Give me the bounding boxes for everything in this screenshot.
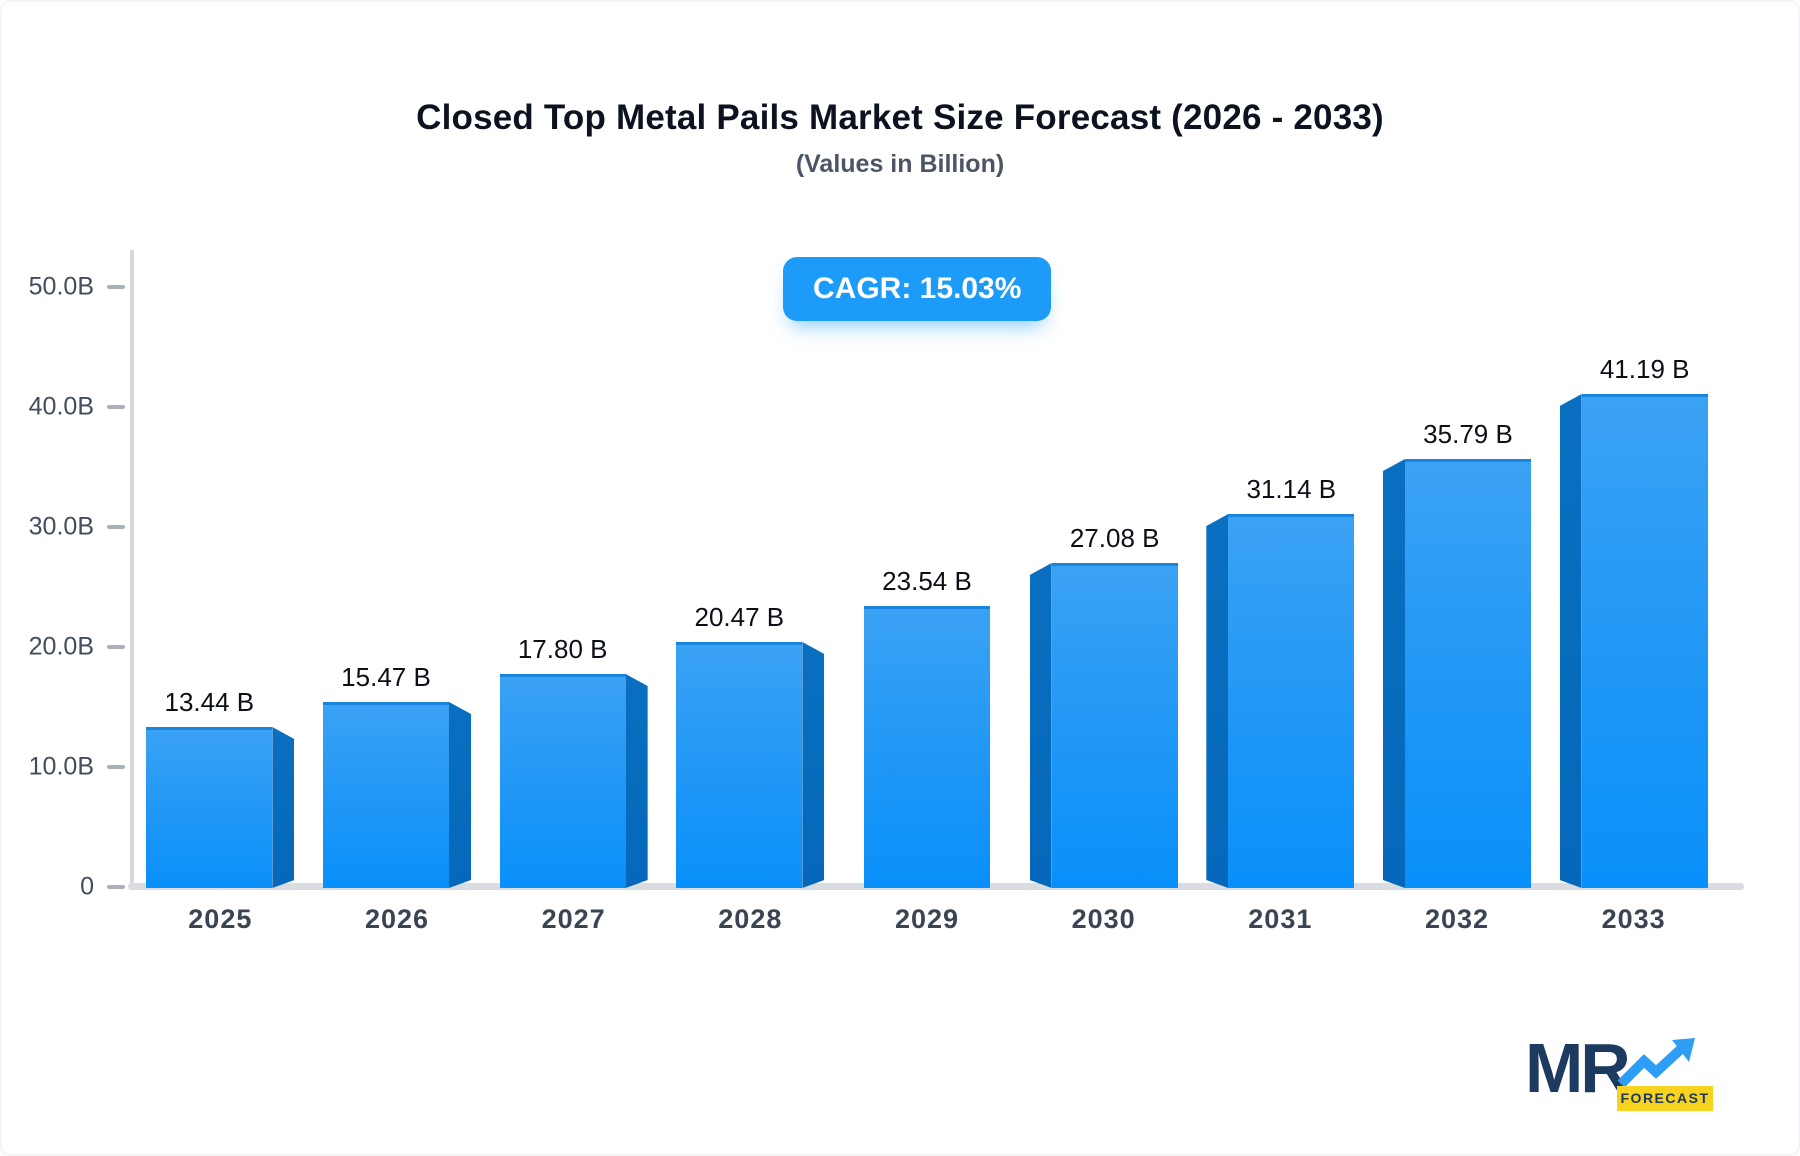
bar-2031 xyxy=(1228,514,1355,888)
mr-forecast-logo: MR FORECAST xyxy=(1525,1032,1713,1111)
bar-value-label: 23.54 B xyxy=(882,566,972,596)
x-axis-label-2029: 2029 xyxy=(894,904,960,934)
bar-2027 xyxy=(499,674,626,888)
bar-2025 xyxy=(146,727,273,888)
y-tick-mark xyxy=(107,285,125,289)
bar-2029 xyxy=(864,606,990,888)
y-tick-label: 10.0B xyxy=(28,752,94,781)
bar-side-2031 xyxy=(1206,514,1228,888)
bar-value-label: 35.79 B xyxy=(1423,419,1513,449)
bar-value-label: 27.08 B xyxy=(1069,523,1160,553)
x-axis-label-2030: 2030 xyxy=(1071,904,1136,934)
x-axis-label-2026: 2026 xyxy=(364,904,430,934)
bar-2030 xyxy=(1051,563,1178,888)
x-axis-label-2025: 2025 xyxy=(188,904,253,934)
y-tick-label: 20.0B xyxy=(28,632,94,661)
bar-side-2030 xyxy=(1030,563,1052,888)
y-tick-label: 50.0B xyxy=(28,272,94,301)
y-tick-mark xyxy=(107,645,125,649)
chart-subtitle: (Values in Billion) xyxy=(795,150,1005,178)
y-tick-mark xyxy=(107,405,125,409)
y-tick-mark xyxy=(107,765,125,769)
x-axis-label-2031: 2031 xyxy=(1248,904,1313,934)
bar-value-label: 41.19 B xyxy=(1599,354,1690,384)
bar-2033 xyxy=(1581,394,1708,888)
logo-forecast-text: FORECAST xyxy=(1617,1086,1713,1111)
bar-value-label: 20.47 B xyxy=(694,602,785,632)
chart-title: Closed Top Metal Pails Market Size Forec… xyxy=(416,98,1384,137)
bar-side-2025 xyxy=(272,727,294,888)
x-axis-label-2028: 2028 xyxy=(718,904,783,934)
y-tick-mark xyxy=(107,525,125,529)
y-tick-mark xyxy=(107,885,125,889)
logo-trend-arrow-icon xyxy=(1617,1038,1695,1088)
y-tick-label: 30.0B xyxy=(28,512,94,541)
bar-value-label: 15.47 B xyxy=(341,662,431,692)
bar-side-2028 xyxy=(802,642,824,888)
x-axis-label-2032: 2032 xyxy=(1424,904,1490,934)
bar-side-2032 xyxy=(1383,459,1405,888)
x-axis-label-2033: 2033 xyxy=(1601,904,1666,934)
y-tick-label: 40.0B xyxy=(28,392,94,421)
cagr-badge: CAGR: 15.03% xyxy=(783,257,1052,321)
logo-mr-text: MR xyxy=(1525,1029,1631,1107)
x-axis-label-2027: 2027 xyxy=(541,904,606,934)
bar-value-label: 31.14 B xyxy=(1246,474,1337,504)
bar-2028 xyxy=(676,642,803,888)
bar-side-2033 xyxy=(1560,394,1582,888)
y-tick-label: 0 xyxy=(80,872,94,901)
bar-side-2026 xyxy=(449,702,471,888)
bar-value-label: 17.80 B xyxy=(517,634,608,664)
y-axis-line xyxy=(130,250,134,887)
bar-value-label: 13.44 B xyxy=(164,687,255,717)
bar-2032 xyxy=(1405,459,1531,888)
bar-2026 xyxy=(323,702,449,888)
bar-side-2027 xyxy=(626,674,648,888)
